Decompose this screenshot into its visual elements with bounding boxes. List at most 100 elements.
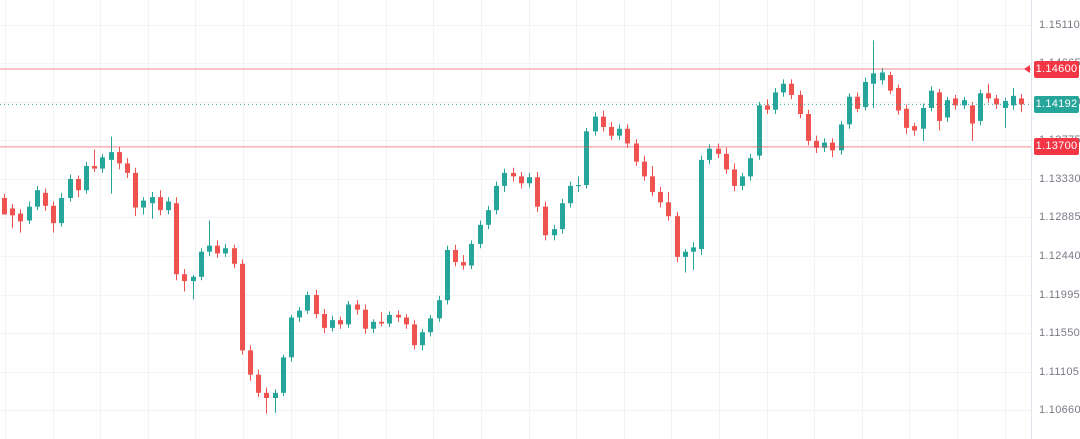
candle-body	[511, 173, 516, 176]
candle-body	[576, 185, 581, 186]
candle-body	[1019, 98, 1024, 104]
candle-body	[535, 177, 540, 206]
candle-body	[215, 246, 220, 254]
candle	[699, 156, 704, 256]
candle-body	[748, 158, 753, 176]
candle-body	[207, 246, 212, 252]
candle	[871, 40, 876, 108]
candlestick-chart[interactable]	[0, 0, 1031, 439]
candle-body	[666, 202, 671, 216]
candle	[305, 292, 310, 315]
candle	[174, 197, 179, 280]
candle-body	[297, 311, 302, 318]
candle	[978, 90, 983, 125]
candle	[158, 190, 163, 215]
candle	[675, 212, 680, 262]
candle	[232, 245, 237, 268]
candle-body	[428, 318, 433, 332]
candle-body	[584, 131, 589, 185]
candle	[141, 197, 146, 214]
candle	[379, 312, 384, 326]
candle-body	[141, 201, 146, 208]
candle	[461, 255, 466, 270]
candle-body	[765, 105, 770, 109]
candle	[634, 139, 639, 166]
candle-body	[937, 92, 942, 121]
candle-body	[264, 393, 269, 398]
candle	[806, 110, 811, 145]
price-tick-label: 1.11105	[1039, 366, 1079, 378]
candle	[453, 245, 458, 267]
candle	[830, 138, 835, 157]
candle-body	[76, 179, 81, 190]
candle-body	[43, 193, 48, 206]
price-tick-label: 1.11995	[1039, 289, 1080, 301]
candle	[2, 194, 7, 215]
candle	[552, 225, 557, 241]
candle-body	[59, 198, 64, 223]
chart-canvas[interactable]	[0, 0, 1031, 439]
candle	[182, 269, 187, 292]
candle-body	[560, 203, 565, 229]
candle-body	[248, 350, 253, 374]
candle	[740, 173, 745, 190]
candle-body	[912, 126, 917, 130]
candle-body	[404, 317, 409, 324]
candle	[330, 316, 335, 332]
candle	[322, 309, 327, 333]
candle	[642, 156, 647, 181]
price-tick-label: 1.11550	[1039, 327, 1080, 339]
candle-series	[2, 40, 1024, 413]
candle	[59, 193, 64, 227]
candle	[666, 192, 671, 221]
candle-body	[158, 197, 163, 210]
candle-body	[691, 247, 696, 251]
candle	[929, 86, 934, 111]
candle	[880, 68, 885, 84]
candle-body	[896, 88, 901, 111]
candle-body	[945, 100, 950, 117]
candle	[650, 166, 655, 196]
candle	[281, 355, 286, 397]
candle-body	[469, 244, 474, 266]
candle-body	[27, 207, 32, 221]
candle	[757, 102, 762, 160]
candle-body	[921, 108, 926, 129]
candle-body	[289, 317, 294, 357]
candle-body	[683, 252, 688, 257]
candle	[724, 148, 729, 174]
candle	[535, 172, 540, 212]
candle-body	[642, 162, 647, 177]
candle-body	[412, 324, 417, 345]
candle	[207, 221, 212, 256]
candle-body	[453, 250, 458, 262]
candle	[27, 201, 32, 224]
candle-body	[117, 152, 122, 163]
candle-body	[199, 252, 204, 277]
candle	[888, 72, 893, 95]
candle	[396, 311, 401, 322]
candle	[18, 209, 23, 232]
candle-body	[863, 82, 868, 107]
price-axis[interactable]: 1.151101.146651.142201.137751.133301.128…	[1031, 0, 1080, 439]
candle	[150, 192, 155, 219]
candle	[51, 201, 56, 232]
candle	[568, 182, 573, 208]
support-line-badge[interactable]: 1.13700	[1034, 138, 1079, 155]
candle	[494, 182, 499, 215]
candle-body	[707, 149, 712, 160]
candle-body	[970, 105, 975, 123]
candle	[543, 201, 548, 240]
last-price-badge: 1.14192	[1034, 96, 1079, 113]
level-arrow-icon	[1024, 65, 1030, 73]
candle	[486, 206, 491, 229]
candle	[748, 154, 753, 181]
candle-body	[478, 225, 483, 244]
candle-body	[420, 332, 425, 345]
resistance-line-badge[interactable]: 1.14600	[1034, 61, 1079, 78]
candle	[658, 187, 663, 208]
candle-body	[978, 93, 983, 121]
candle-body	[338, 320, 343, 324]
candle-body	[732, 169, 737, 185]
candle-body	[1011, 96, 1016, 106]
